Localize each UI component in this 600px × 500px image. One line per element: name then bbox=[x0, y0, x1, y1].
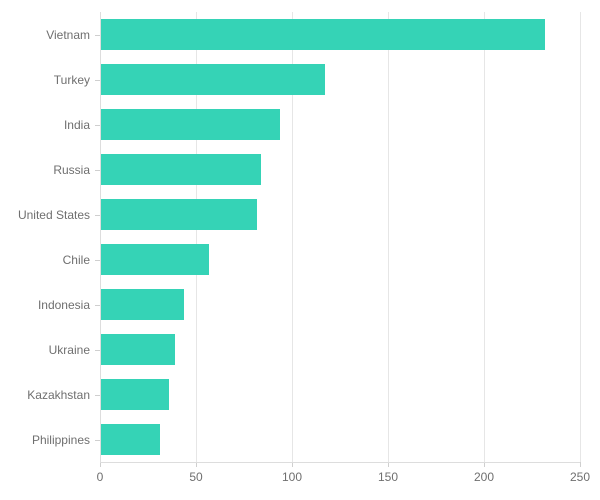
bar bbox=[100, 424, 160, 455]
x-axis-label: 200 bbox=[474, 470, 494, 484]
x-axis-label: 0 bbox=[97, 470, 104, 484]
y-axis-label: India bbox=[0, 118, 90, 132]
y-axis-label: Russia bbox=[0, 163, 90, 177]
x-axis-label: 250 bbox=[570, 470, 590, 484]
y-axis-label: Vietnam bbox=[0, 28, 90, 42]
x-tick bbox=[580, 462, 581, 467]
x-axis-label: 50 bbox=[189, 470, 202, 484]
gridline bbox=[580, 12, 581, 462]
bar bbox=[100, 199, 257, 230]
x-axis: 050100150200250 bbox=[100, 470, 580, 490]
bar bbox=[100, 109, 280, 140]
x-axis-label: 100 bbox=[282, 470, 302, 484]
y-axis-label: Chile bbox=[0, 253, 90, 267]
bar bbox=[100, 19, 545, 50]
y-axis-line bbox=[100, 12, 101, 462]
y-axis-label: Kazakhstan bbox=[0, 388, 90, 402]
bar bbox=[100, 244, 209, 275]
gridline bbox=[484, 12, 485, 462]
y-axis-label: Turkey bbox=[0, 73, 90, 87]
y-axis-label: Philippines bbox=[0, 433, 90, 447]
plot-area bbox=[100, 12, 580, 462]
x-axis-label: 150 bbox=[378, 470, 398, 484]
bar bbox=[100, 154, 261, 185]
gridline bbox=[388, 12, 389, 462]
horizontal-bar-chart: Vietnam Turkey India Russia United States Chi… bbox=[0, 0, 600, 500]
bar bbox=[100, 334, 175, 365]
y-axis-label: United States bbox=[0, 208, 90, 222]
y-axis-label: Ukraine bbox=[0, 343, 90, 357]
bar bbox=[100, 64, 325, 95]
bar bbox=[100, 289, 184, 320]
y-axis: Vietnam Turkey India Russia United States Chi… bbox=[0, 12, 90, 462]
x-axis-line bbox=[100, 462, 580, 463]
bar bbox=[100, 379, 169, 410]
y-axis-label: Indonesia bbox=[0, 298, 90, 312]
